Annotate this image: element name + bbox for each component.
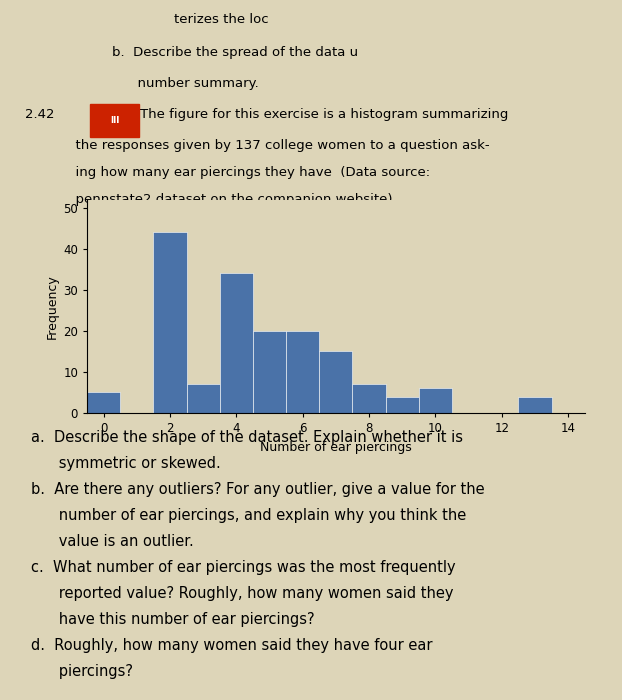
- X-axis label: Number of ear piercings: Number of ear piercings: [260, 440, 412, 454]
- Bar: [286, 331, 319, 413]
- Bar: [419, 389, 452, 413]
- Bar: [319, 351, 353, 413]
- Text: lll: lll: [109, 116, 119, 125]
- Text: 2.42: 2.42: [25, 108, 54, 121]
- Bar: [154, 232, 187, 413]
- Text: d.  Roughly, how many women said they have four ear: d. Roughly, how many women said they hav…: [31, 638, 432, 653]
- Bar: [386, 397, 419, 413]
- Text: ing how many ear piercings they have  (Data source:: ing how many ear piercings they have (Da…: [50, 165, 430, 178]
- Text: b.  Are there any outliers? For any outlier, give a value for the: b. Are there any outliers? For any outli…: [31, 482, 485, 497]
- Text: the responses given by 137 college women to a question ask-: the responses given by 137 college women…: [50, 139, 490, 152]
- Text: b.  Describe the spread of the data u: b. Describe the spread of the data u: [112, 46, 358, 60]
- Y-axis label: Frequency: Frequency: [46, 274, 59, 339]
- Text: have this number of ear piercings?: have this number of ear piercings?: [31, 612, 315, 627]
- Bar: [87, 393, 120, 413]
- Text: terizes the loc: terizes the loc: [174, 13, 269, 27]
- Text: pennstate2 dataset on the companion website).: pennstate2 dataset on the companion webs…: [50, 193, 396, 206]
- Bar: [518, 397, 552, 413]
- Text: number of ear piercings, and explain why you think the: number of ear piercings, and explain why…: [31, 508, 466, 523]
- Bar: [220, 274, 253, 413]
- FancyBboxPatch shape: [90, 104, 139, 136]
- Bar: [187, 384, 220, 413]
- Bar: [253, 331, 286, 413]
- Text: symmetric or skewed.: symmetric or skewed.: [31, 456, 221, 471]
- Bar: [353, 384, 386, 413]
- Text: value is an outlier.: value is an outlier.: [31, 534, 194, 549]
- Text: number summary.: number summary.: [112, 77, 259, 90]
- Text: piercings?: piercings?: [31, 664, 133, 679]
- Text: The figure for this exercise is a histogram summarizing: The figure for this exercise is a histog…: [140, 108, 508, 121]
- Text: c.  What number of ear piercings was the most frequently: c. What number of ear piercings was the …: [31, 560, 456, 575]
- Text: reported value? Roughly, how many women said they: reported value? Roughly, how many women …: [31, 586, 453, 601]
- Text: a.  Describe the shape of the dataset. Explain whether it is: a. Describe the shape of the dataset. Ex…: [31, 430, 463, 444]
